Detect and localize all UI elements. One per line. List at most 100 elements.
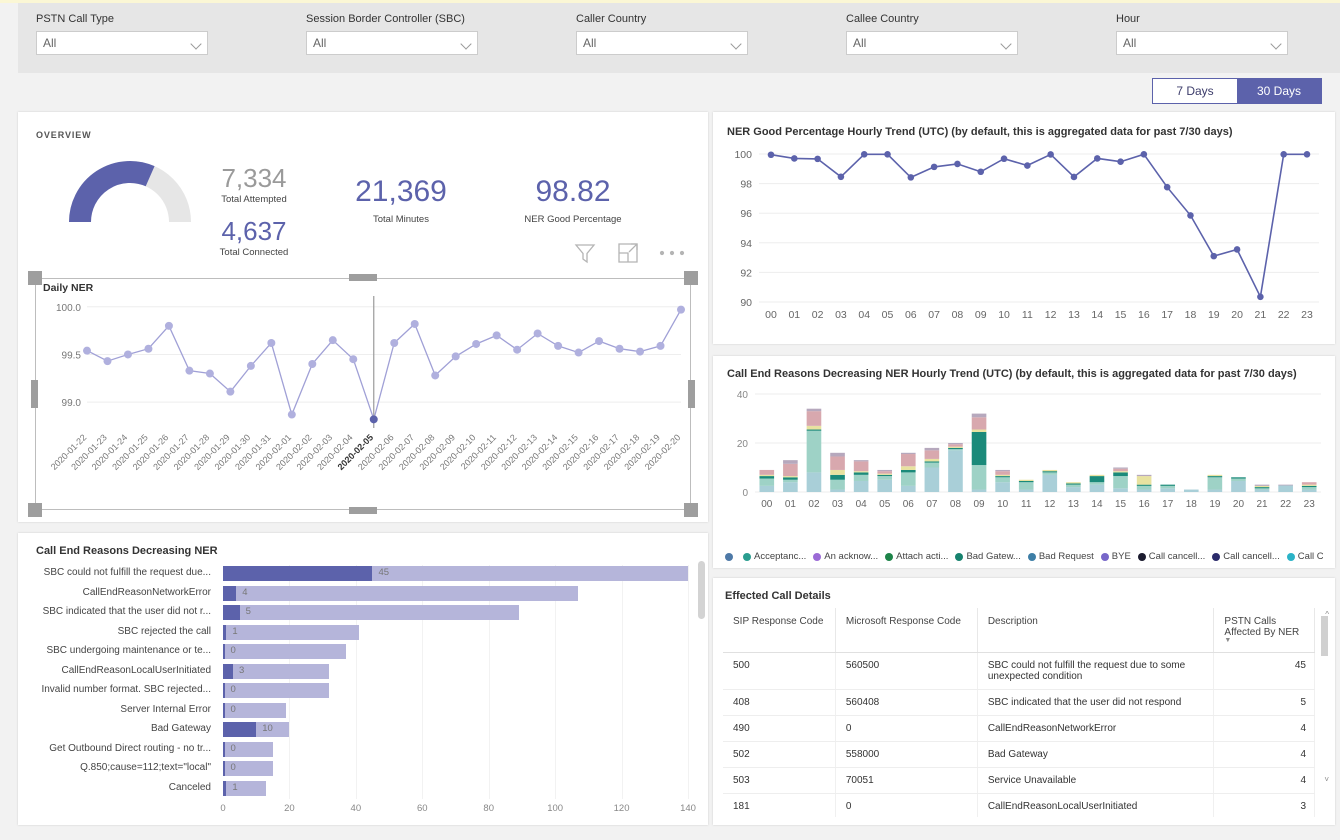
- reason-row[interactable]: Invalid number format. SBC rejected... 0: [18, 682, 708, 702]
- kpi-value: 7,334: [221, 163, 287, 193]
- filter-dropdown[interactable]: All: [306, 31, 478, 55]
- reason-row[interactable]: SBC undergoing maintenance or te... 0: [18, 643, 708, 663]
- legend-item-5[interactable]: Bad Request: [1027, 551, 1094, 562]
- daily-ner-visual-selection[interactable]: Daily NER 99.0 99.5 100.0 2020-01-22 2020-01…: [28, 271, 698, 517]
- legend-item-1[interactable]: Acceptanc...: [743, 551, 806, 562]
- col-header-3[interactable]: PSTN Calls Affected By NER ▼: [1213, 608, 1315, 653]
- reason-row[interactable]: Canceled 1: [18, 780, 708, 800]
- resize-handle-w[interactable]: [31, 380, 38, 408]
- date-range-toggle[interactable]: 7 Days 30 Days: [1152, 78, 1322, 104]
- reason-row[interactable]: SBC rejected the call 1: [18, 624, 708, 644]
- scroll-up-caret[interactable]: ^: [1325, 610, 1329, 619]
- day-option-30-days[interactable]: 30 Days: [1237, 79, 1321, 103]
- svg-text:94: 94: [740, 238, 752, 250]
- daily-ner-chart[interactable]: 99.099.5100.02020-01-222020-01-232020-01…: [35, 278, 691, 510]
- reason-bar[interactable]: 0: [223, 702, 688, 718]
- reason-bar[interactable]: 0: [223, 644, 688, 659]
- kpi-value: 98.82: [535, 175, 611, 208]
- resize-handle-e[interactable]: [688, 380, 695, 408]
- reason-bar[interactable]: 5: [223, 605, 688, 620]
- table-row[interactable]: 500 560500 SBC could not fulfill the reque…: [723, 652, 1315, 690]
- kpi-total-minutes: 21,369 Total Minutes: [336, 177, 466, 226]
- filter-4: Hour All: [1116, 13, 1288, 55]
- chevron-down-icon: [1270, 38, 1282, 50]
- filter-label: Caller Country: [576, 13, 647, 25]
- stacked-bar-chart[interactable]: 0 20 40 00 01 02 03 04 05 06 07 08 09 10 11 12 13 14 15 16 1…: [713, 384, 1335, 524]
- reason-bar[interactable]: 1: [223, 624, 688, 640]
- table-row[interactable]: 490 0 CallEndReasonNetworkError 4: [723, 715, 1315, 742]
- svg-text:22: 22: [1278, 309, 1290, 321]
- legend-item-3[interactable]: Attach acti...: [885, 551, 948, 562]
- scroll-down-caret[interactable]: ˅: [1324, 775, 1329, 784]
- cell-count: 4: [1213, 741, 1315, 768]
- hourly-trend-title: NER Good Percentage Hourly Trend (UTC) (…: [727, 126, 1233, 138]
- reason-row[interactable]: Q.850;cause=112;text="local" 0: [18, 760, 708, 780]
- legend-item-4[interactable]: Bad Gatew...: [955, 551, 1021, 562]
- gridline: [688, 565, 689, 799]
- kpi-ner-good-percentage: 98.82 NER Good Percentage: [488, 175, 658, 226]
- filter-dropdown[interactable]: All: [1116, 31, 1288, 55]
- resize-handle-sw[interactable]: [28, 503, 42, 517]
- legend-item-7[interactable]: Call cancell...: [1137, 551, 1205, 562]
- svg-text:12: 12: [1044, 499, 1056, 510]
- legend-item-0[interactable]: [725, 552, 736, 561]
- cell-desc: Bad Gateway: [977, 741, 1215, 768]
- x-tick: 20: [284, 803, 295, 814]
- focus-mode-icon[interactable]: [616, 241, 640, 265]
- bar-primary: [223, 722, 257, 737]
- reason-row[interactable]: Get Outbound Direct routing - no tr... 0: [18, 741, 708, 761]
- table-row[interactable]: 181 0 CallEndReasonLocalUserInitiated 3: [723, 793, 1315, 817]
- resize-handle-n[interactable]: [349, 274, 377, 281]
- legend-item-9[interactable]: Call Contr...: [1286, 551, 1323, 562]
- filter-value: All: [583, 36, 597, 50]
- filter-icon[interactable]: [572, 240, 598, 266]
- reason-label: Invalid number format. SBC rejected...: [41, 684, 211, 695]
- details-scrollbar[interactable]: [1320, 606, 1329, 791]
- cell-desc: CallEndReasonNetworkError: [977, 715, 1215, 742]
- resize-handle-ne[interactable]: [684, 271, 698, 285]
- filter-dropdown[interactable]: All: [576, 31, 748, 55]
- reason-bar[interactable]: 0: [223, 683, 688, 698]
- filter-dropdown[interactable]: All: [846, 31, 1018, 55]
- svg-text:17: 17: [1162, 499, 1174, 510]
- reasons-scrollbar[interactable]: [698, 561, 705, 766]
- col-header-1[interactable]: Microsoft Response Code: [835, 608, 978, 653]
- stacked-chart-legend[interactable]: Acceptanc... An acknow... Attach acti... Ba…: [725, 551, 1323, 562]
- reason-label: CallEndReasonLocalUserInitiated: [61, 664, 211, 676]
- filter-value: All: [43, 36, 57, 50]
- reason-bar[interactable]: 45: [223, 566, 688, 581]
- reason-bar[interactable]: 4: [223, 585, 688, 601]
- reason-row[interactable]: SBC could not fulfill the request due...…: [18, 565, 708, 585]
- reason-row[interactable]: CallEndReasonNetworkError 4: [18, 585, 708, 605]
- filter-dropdown[interactable]: All: [36, 31, 208, 55]
- legend-item-6[interactable]: BYE: [1100, 551, 1131, 562]
- table-row[interactable]: 503 70051 Service Unavailable 4: [723, 767, 1315, 794]
- reasons-plot[interactable]: SBC could not fulfill the request due...…: [18, 565, 708, 815]
- reason-row[interactable]: Bad Gateway 10: [18, 721, 708, 741]
- col-header-0[interactable]: SIP Response Code: [723, 608, 836, 653]
- reason-row[interactable]: SBC indicated that the user did not r...…: [18, 604, 708, 624]
- details-table[interactable]: SIP Response Code Microsoft Response Code…: [723, 608, 1315, 817]
- filter-value: All: [853, 36, 867, 50]
- reason-bar[interactable]: 10: [223, 722, 688, 737]
- reason-bar[interactable]: 0: [223, 741, 688, 757]
- filter-label: PSTN Call Type: [36, 13, 115, 25]
- reason-bar[interactable]: 1: [223, 780, 688, 796]
- more-options-icon[interactable]: [658, 248, 686, 258]
- day-option-7-days[interactable]: 7 Days: [1153, 79, 1237, 103]
- table-row[interactable]: 408 560408 SBC indicated that the user did…: [723, 689, 1315, 716]
- legend-label: Call cancell...: [1223, 551, 1280, 562]
- reason-bar[interactable]: 3: [223, 663, 688, 679]
- legend-item-2[interactable]: An acknow...: [813, 551, 878, 562]
- reason-row[interactable]: CallEndReasonLocalUserInitiated 3: [18, 663, 708, 683]
- resize-handle-nw[interactable]: [28, 271, 42, 285]
- col-header-2[interactable]: Description: [977, 608, 1215, 653]
- table-row[interactable]: 502 558000 Bad Gateway 4: [723, 741, 1315, 768]
- legend-item-8[interactable]: Call cancell...: [1212, 551, 1280, 562]
- resize-handle-se[interactable]: [684, 503, 698, 517]
- bar-secondary: [223, 624, 360, 640]
- reason-row[interactable]: Server Internal Error 0: [18, 702, 708, 722]
- reason-bar[interactable]: 0: [223, 761, 688, 776]
- resize-handle-s[interactable]: [349, 507, 377, 514]
- hourly-trend-chart[interactable]: 90 92 94 96 98 100 00 01 02 03 04 05 06 07 08 09 10 11 12 1…: [713, 142, 1335, 342]
